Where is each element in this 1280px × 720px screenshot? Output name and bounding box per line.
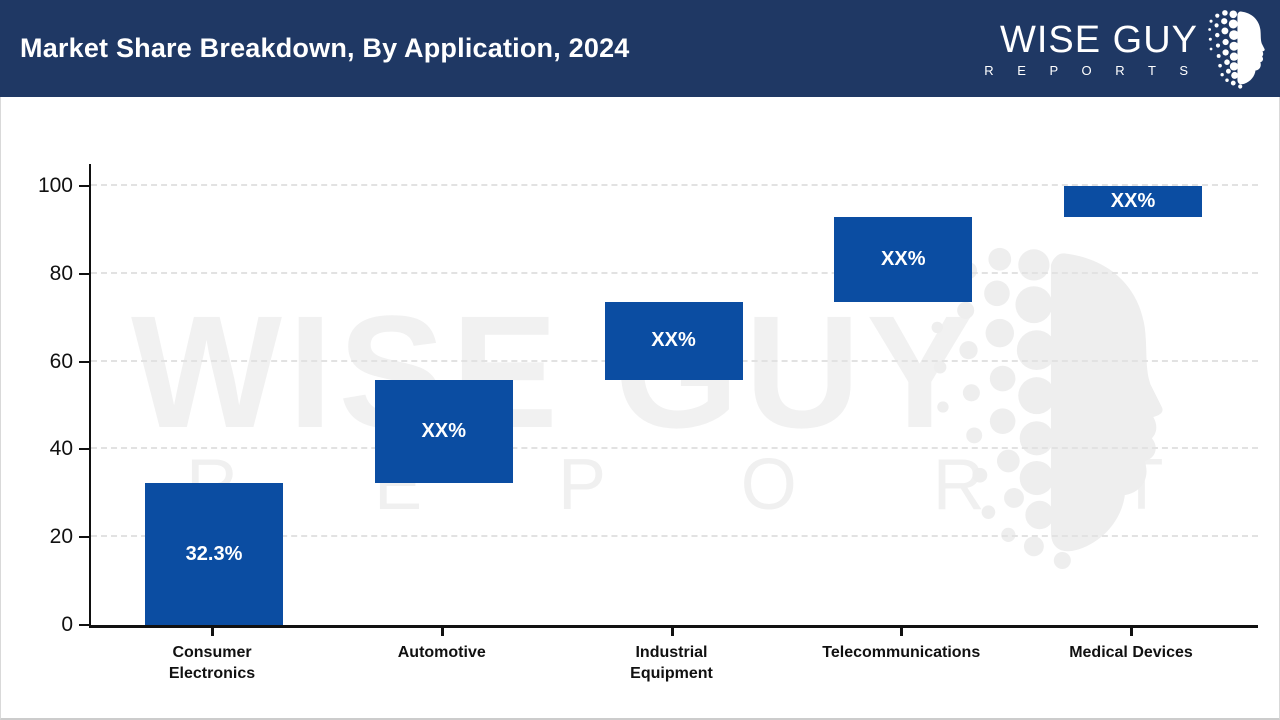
bar-telecommunications: XX%	[834, 217, 973, 302]
category-label-consumer-electronics: Consumer Electronics	[168, 644, 256, 682]
chart-area: WISE GUY R E P O R T S 0 20 40 60 80 100 32.3…	[0, 97, 1280, 720]
y-axis-labels: 0 20 40 60 80 100	[1, 164, 89, 636]
bar-automotive: XX%	[374, 380, 513, 484]
x-tick-mark	[670, 628, 674, 636]
bar-medical-devices: XX%	[1064, 186, 1202, 218]
logo-text: WISE GUY R E P O R T S	[978, 21, 1198, 78]
gridline-100	[91, 184, 1258, 186]
gridline-40	[91, 447, 1258, 450]
y-tick-label-80: 80	[49, 261, 73, 285]
logo-face-icon	[1208, 10, 1265, 89]
category-label-medical-devices: Medical Devices	[1069, 644, 1193, 661]
x-axis-labels: Consumer Electronics Automotive Industrial E…	[1, 97, 1279, 718]
y-tick-label-20: 20	[49, 525, 73, 549]
wise-guy-logo: WISE GUY R E P O R T S	[978, 4, 1268, 94]
bar-value-label: XX%	[1110, 190, 1156, 213]
y-tick-label-100: 100	[37, 174, 73, 197]
y-tick-mark	[79, 360, 89, 363]
plot-area: 32.3% XX% XX% XX% XX%	[89, 164, 1258, 628]
y-tick-mark	[79, 624, 89, 626]
bar-value-label: XX%	[881, 248, 926, 271]
bar-value-label: XX%	[651, 329, 696, 352]
x-tick-mark	[440, 628, 444, 636]
bar-value-label: XX%	[421, 420, 466, 443]
category-label-telecommunications: Telecommunications	[822, 644, 981, 661]
bar-consumer-electronics: 32.3%	[145, 483, 283, 625]
bar-value-label: 32.3%	[185, 542, 243, 565]
chart-title: Market Share Breakdown, By Application, …	[20, 33, 630, 63]
logo-wordmark: WISE GUY	[999, 18, 1198, 61]
y-tick-mark	[79, 536, 89, 539]
y-tick-label-40: 40	[49, 437, 73, 461]
x-tick-mark	[211, 628, 214, 636]
y-tick-mark	[79, 272, 89, 275]
y-tick-mark	[79, 448, 89, 451]
watermark-wordmark: WISE GUY	[131, 282, 980, 461]
y-tick-label-60: 60	[49, 349, 73, 373]
gridline-80	[91, 271, 1258, 274]
y-tick-label-0: 0	[61, 613, 73, 636]
category-label-industrial-equipment: Industrial Equipment	[630, 644, 713, 682]
x-tick-mark	[1130, 628, 1133, 636]
watermark: WISE GUY R E P O R T S	[1, 97, 1279, 718]
header-bar: Market Share Breakdown, By Application, …	[0, 0, 1280, 97]
bar-industrial-equipment: XX%	[604, 301, 743, 381]
category-label-automotive: Automotive	[397, 644, 486, 661]
gridline-20	[91, 535, 1258, 538]
x-tick-mark	[900, 628, 904, 636]
logo-subtext: R E P O R T S	[984, 62, 1198, 78]
y-tick-mark	[79, 185, 89, 187]
